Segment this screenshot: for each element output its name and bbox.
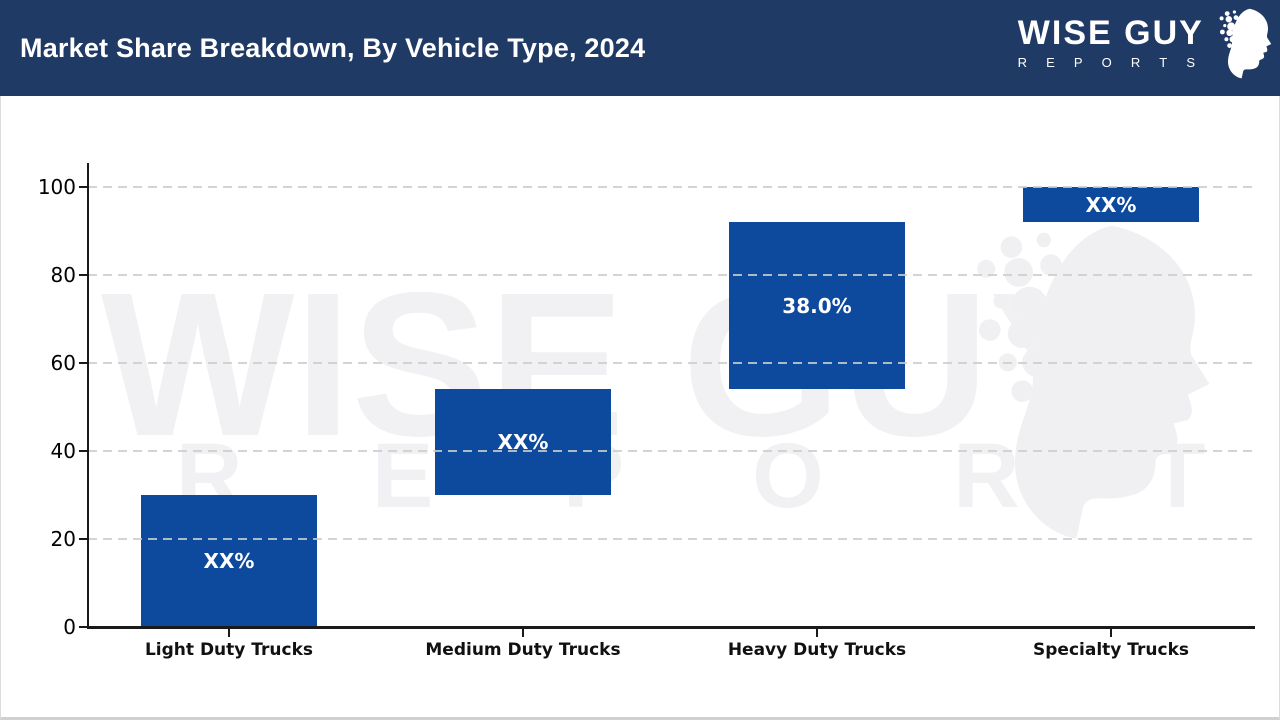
logo-wordmark: WISE GUY: [1017, 14, 1204, 52]
bar-segment: XX%: [141, 495, 317, 627]
y-tick-mark: [79, 274, 87, 276]
y-tick-label: 80: [50, 263, 76, 287]
gridline: [88, 450, 1255, 452]
x-tick-mark: [1110, 629, 1112, 637]
y-tick-label: 100: [37, 175, 76, 199]
x-category-label: Heavy Duty Trucks: [727, 640, 907, 660]
y-tick-mark: [79, 626, 87, 628]
y-tick-label: 0: [63, 615, 76, 639]
chart-canvas: WISE GUY R E P O R T S: [0, 96, 1280, 720]
y-tick-label: 20: [50, 527, 76, 551]
gridline: [88, 538, 1255, 540]
y-tick-mark: [79, 538, 87, 540]
wise-guy-logo: WISE GUY R E P O R T S: [1016, 6, 1272, 90]
logo-text: WISE GUY R E P O R T S: [1017, 14, 1204, 70]
x-category-label: Medium Duty Trucks: [425, 640, 621, 660]
header-bar: Market Share Breakdown, By Vehicle Type,…: [0, 0, 1280, 96]
bar-segment: XX%: [1023, 187, 1199, 223]
x-tick-mark: [228, 629, 230, 637]
bar-segment: XX%: [435, 389, 611, 495]
watermark-face-icon: [977, 225, 1210, 539]
gridline: [88, 186, 1255, 188]
watermark-wordmark: WISE GUY: [101, 250, 1127, 479]
x-category-label: Light Duty Trucks: [144, 640, 314, 660]
bar-value-label: XX%: [203, 549, 255, 573]
bar-segment: 38.0%: [729, 222, 905, 390]
chart-title: Market Share Breakdown, By Vehicle Type,…: [20, 32, 646, 63]
y-tick-mark: [79, 186, 87, 188]
bar-value-label: XX%: [1085, 192, 1137, 217]
y-tick-label: 40: [50, 439, 76, 463]
logo-face-icon: [1219, 8, 1272, 79]
bar-value-label: 38.0%: [782, 293, 852, 318]
x-tick-mark: [816, 629, 818, 637]
gridline: [88, 274, 1255, 276]
x-axis-line: [88, 626, 1255, 629]
y-axis-line: [87, 163, 89, 629]
x-tick-mark: [522, 629, 524, 637]
y-tick-mark: [79, 450, 87, 452]
gridline: [88, 362, 1255, 364]
y-tick-label: 60: [50, 351, 76, 375]
y-tick-mark: [79, 362, 87, 364]
x-category-label: Specialty Trucks: [1033, 640, 1189, 660]
logo-subtitle: R E P O R T S: [1017, 54, 1204, 70]
